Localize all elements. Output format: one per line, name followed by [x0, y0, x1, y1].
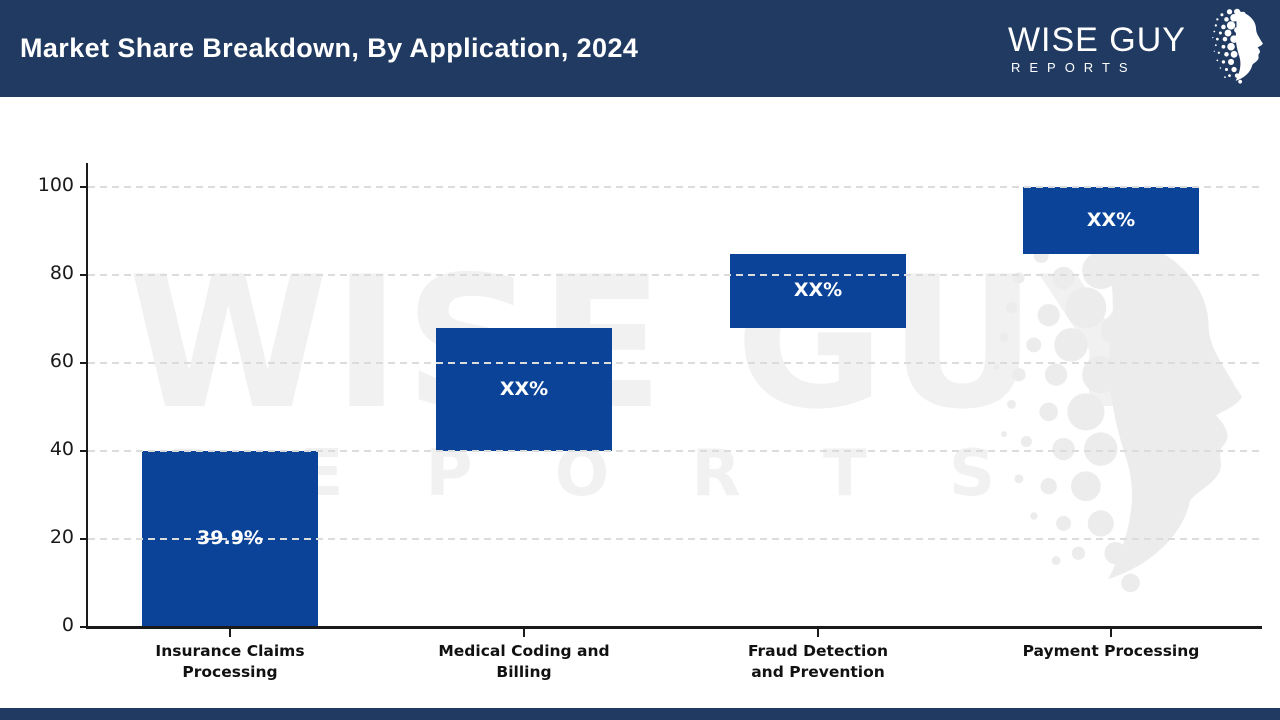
bar-value-label: XX% — [1086, 209, 1136, 231]
bar-value-label: XX% — [499, 377, 549, 400]
bar-segment — [730, 253, 906, 328]
bar-value-label: 39.9% — [197, 527, 263, 550]
y-tick-mark — [80, 450, 88, 452]
x-tick-mark — [229, 629, 231, 637]
watermark-wordmark: WISE GUY — [128, 237, 1177, 449]
y-tick-label: 40 — [49, 438, 74, 460]
y-tick-label: 0 — [61, 614, 74, 636]
header-bar: Market Share Breakdown, By Application, … — [0, 0, 1280, 97]
gridline — [88, 362, 1262, 364]
x-axis-line — [86, 626, 1262, 629]
logo-face-icon — [1190, 7, 1266, 91]
wiseguy-logo: WISE GUY REPORTS — [1008, 7, 1266, 91]
y-tick-mark — [80, 626, 88, 628]
gridline — [88, 538, 1262, 540]
x-category-label: Insurance Claims Processing — [155, 642, 305, 681]
gridline — [88, 274, 1262, 276]
bar-segment — [1023, 187, 1199, 254]
bar-segment — [436, 327, 612, 451]
logo-subtext: REPORTS — [1010, 59, 1137, 75]
logo-text: WISE GUY REPORTS — [1008, 23, 1186, 75]
y-tick-label: 80 — [49, 262, 74, 284]
logo-wordmark: WISE GUY — [1007, 20, 1186, 59]
y-tick-mark — [80, 362, 88, 364]
y-tick-mark — [80, 186, 88, 188]
bar-value-label: XX% — [793, 278, 843, 301]
x-tick-mark — [817, 629, 819, 637]
x-category-label: Payment Processing — [1022, 642, 1200, 660]
y-tick-label: 60 — [49, 350, 74, 372]
x-category-label: Fraud Detection and Prevention — [747, 642, 889, 681]
x-tick-mark — [523, 629, 525, 637]
x-tick-mark — [1110, 629, 1112, 637]
y-tick-mark — [80, 538, 88, 540]
y-tick-label: 100 — [37, 174, 74, 196]
y-tick-mark — [80, 274, 88, 276]
y-tick-label: 20 — [49, 526, 74, 548]
x-category-label: Medical Coding and Billing — [438, 642, 610, 681]
gridline — [88, 186, 1262, 188]
y-axis-line — [86, 163, 88, 629]
gridline — [88, 450, 1262, 452]
page-title: Market Share Breakdown, By Application, … — [20, 33, 639, 63]
footer-bar — [0, 708, 1280, 720]
